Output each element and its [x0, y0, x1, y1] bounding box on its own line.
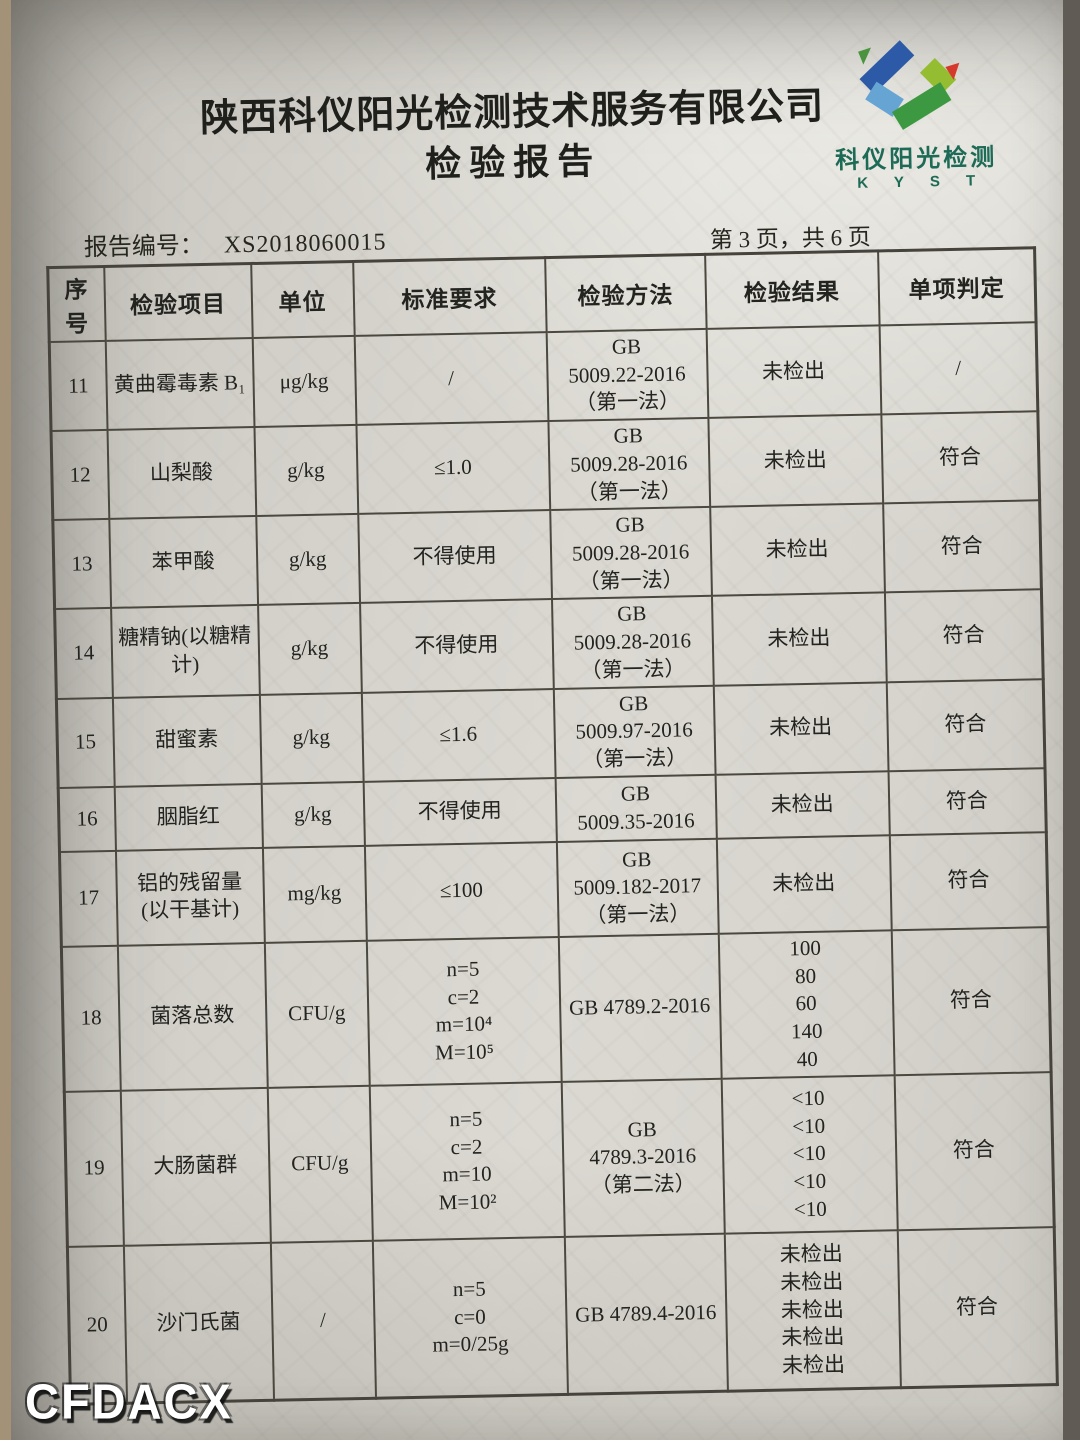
cell-method: GB 5009.28-2016 （第一法）: [548, 418, 710, 510]
cell-judgment: 符合: [884, 590, 1043, 682]
cell-standard: n=5 c=2 m=10⁴ M=10⁵: [366, 937, 561, 1086]
cell-unit: /: [270, 1241, 375, 1401]
cell-method: GB 5009.28-2016 （第一法）: [552, 596, 714, 688]
col-header-item: 检验项目: [104, 264, 252, 341]
cell-no: 19: [64, 1091, 123, 1247]
cell-judgment: 符合: [891, 927, 1051, 1075]
cell-item: 铝的残留量 (以干基计): [115, 848, 264, 946]
kyst-logo-icon: [835, 35, 995, 138]
cell-result: 未检出 未检出 未检出 未检出 未检出: [724, 1230, 900, 1391]
cell-result: 未检出: [716, 835, 891, 933]
cell-method: GB 5009.28-2016 （第一法）: [550, 507, 712, 599]
cell-unit: g/kg: [254, 425, 358, 516]
document-content: 陕西科仪阳光检测技术服务有限公司 检验报告 科仪阳光检测 K Y S T 报告编…: [5, 0, 1080, 1451]
report-number-value: XS2018060015: [224, 229, 387, 258]
cell-method: GB 4789.3-2016 （第二法）: [561, 1079, 724, 1237]
cell-standard: /: [354, 332, 548, 425]
cell-no: 11: [49, 341, 107, 431]
cell-no: 12: [51, 430, 109, 520]
cell-standard: n=5 c=2 m=10 M=10²: [369, 1082, 564, 1241]
col-header-result: 检验结果: [705, 251, 879, 329]
cell-item: 黄曲霉毒素 B₁: [105, 338, 254, 430]
cell-unit: CFU/g: [264, 941, 369, 1088]
cell-unit: g/kg: [261, 782, 364, 848]
cell-result: 未检出: [711, 593, 886, 686]
cell-item: 山梨酸: [107, 427, 256, 519]
cell-no: 15: [56, 698, 114, 788]
col-header-unit: 单位: [251, 261, 354, 338]
cfdacx-watermark: CFDACX: [25, 1373, 233, 1430]
col-header-no: 序号: [48, 266, 105, 342]
cell-item: 苯甲酸: [109, 516, 258, 608]
cell-method: GB 5009.35-2016: [555, 775, 716, 842]
cell-item: 菌落总数: [117, 943, 267, 1091]
cell-standard: ≤1.6: [361, 689, 555, 782]
cell-result: 未检出: [706, 325, 881, 418]
cell-item: 甜蜜素: [112, 695, 261, 787]
cell-method: GB 4789.2-2016: [558, 934, 721, 1082]
logo-name: 科仪阳光检测: [816, 137, 1017, 176]
cell-judgment: 符合: [888, 768, 1046, 835]
company-logo: 科仪阳光检测 K Y S T: [814, 35, 1017, 193]
paper-sheet: 陕西科仪阳光检测技术服务有限公司 检验报告 科仪阳光检测 K Y S T 报告编…: [11, 0, 1063, 1440]
cell-no: 16: [58, 787, 115, 852]
cell-item: 大肠菌群: [120, 1088, 270, 1246]
cell-method: GB 5009.182-2017 （第一法）: [556, 839, 718, 937]
report-number: 报告编号： XS2018060015: [83, 221, 386, 262]
col-header-standard: 标准要求: [353, 258, 546, 336]
cell-standard: ≤1.0: [356, 421, 550, 514]
cell-unit: g/kg: [259, 693, 363, 784]
cell-method: GB 5009.97-2016 （第一法）: [553, 685, 715, 777]
cell-no: 17: [59, 851, 117, 947]
cell-judgment: 符合: [886, 679, 1045, 771]
cell-result: <10 <10 <10 <10 <10: [721, 1075, 897, 1233]
col-header-method: 检验方法: [545, 254, 706, 332]
cell-item: 胭脂红: [114, 784, 262, 851]
cell-result: 未检出: [715, 771, 889, 838]
cell-judgment: 符合: [897, 1227, 1057, 1388]
cell-standard: ≤100: [364, 842, 558, 941]
cell-standard: 不得使用: [358, 510, 552, 603]
cell-unit: mg/kg: [262, 846, 366, 943]
results-table: 序号 检验项目 单位 标准要求 检验方法 检验结果 单项判定 11 黄曲霉毒素 …: [46, 246, 1059, 1406]
cell-standard: n=5 c=0 m=0/25g: [372, 1237, 567, 1399]
cell-result: 未检出: [708, 415, 883, 508]
cell-unit: CFU/g: [267, 1086, 372, 1243]
cell-no: 14: [55, 608, 113, 698]
table-row: 18 菌落总数 CFU/g n=5 c=2 m=10⁴ M=10⁵ GB 478…: [61, 927, 1051, 1092]
cell-method: GB 4789.4-2016: [564, 1233, 727, 1394]
cell-judgment: 符合: [881, 411, 1040, 503]
cell-unit: μg/kg: [252, 336, 356, 427]
cell-method: GB 5009.22-2016 （第一法）: [546, 329, 708, 421]
cell-judgment: 符合: [883, 501, 1042, 593]
table-row: 19 大肠菌群 CFU/g n=5 c=2 m=10 M=10² GB 4789…: [64, 1072, 1054, 1247]
cell-standard: 不得使用: [363, 778, 556, 846]
report-number-label: 报告编号：: [84, 233, 204, 261]
cell-result: 未检出: [713, 682, 888, 775]
cell-judgment: 符合: [889, 832, 1048, 930]
cell-unit: g/kg: [256, 514, 360, 605]
cell-result: 100 80 60 140 40: [718, 930, 894, 1078]
cell-judgment: 符合: [894, 1072, 1054, 1230]
cell-unit: g/kg: [258, 603, 362, 694]
cell-standard: 不得使用: [360, 600, 554, 693]
cell-no: 13: [53, 519, 111, 609]
cell-item: 糖精钠(以糖精计): [111, 605, 260, 697]
col-header-judgment: 单项判定: [878, 248, 1036, 326]
cell-judgment: /: [879, 322, 1038, 414]
cell-result: 未检出: [710, 504, 885, 597]
cell-no: 18: [61, 946, 120, 1092]
